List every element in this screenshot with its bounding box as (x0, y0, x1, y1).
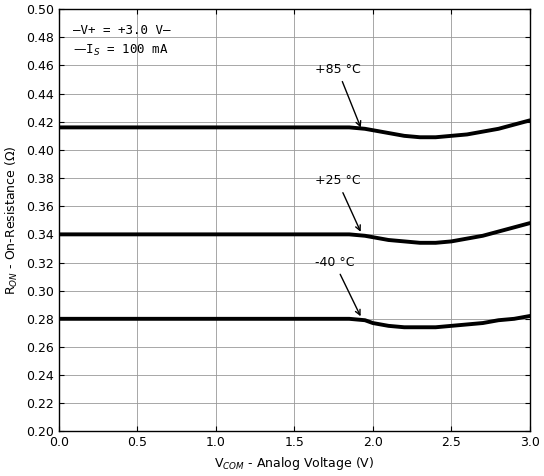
Text: -40 °C: -40 °C (315, 256, 360, 315)
Y-axis label: R$_{ON}$ - On-Resistance (Ω): R$_{ON}$ - On-Resistance (Ω) (4, 146, 20, 295)
Text: +85 °C: +85 °C (315, 63, 361, 126)
X-axis label: V$_{COM}$ - Analog Voltage (V): V$_{COM}$ - Analog Voltage (V) (214, 455, 374, 472)
Text: —V+ = +3.0 V—
—I$_S$ = 100 mA: —V+ = +3.0 V— —I$_S$ = 100 mA (73, 24, 170, 58)
Text: +25 °C: +25 °C (315, 174, 360, 230)
